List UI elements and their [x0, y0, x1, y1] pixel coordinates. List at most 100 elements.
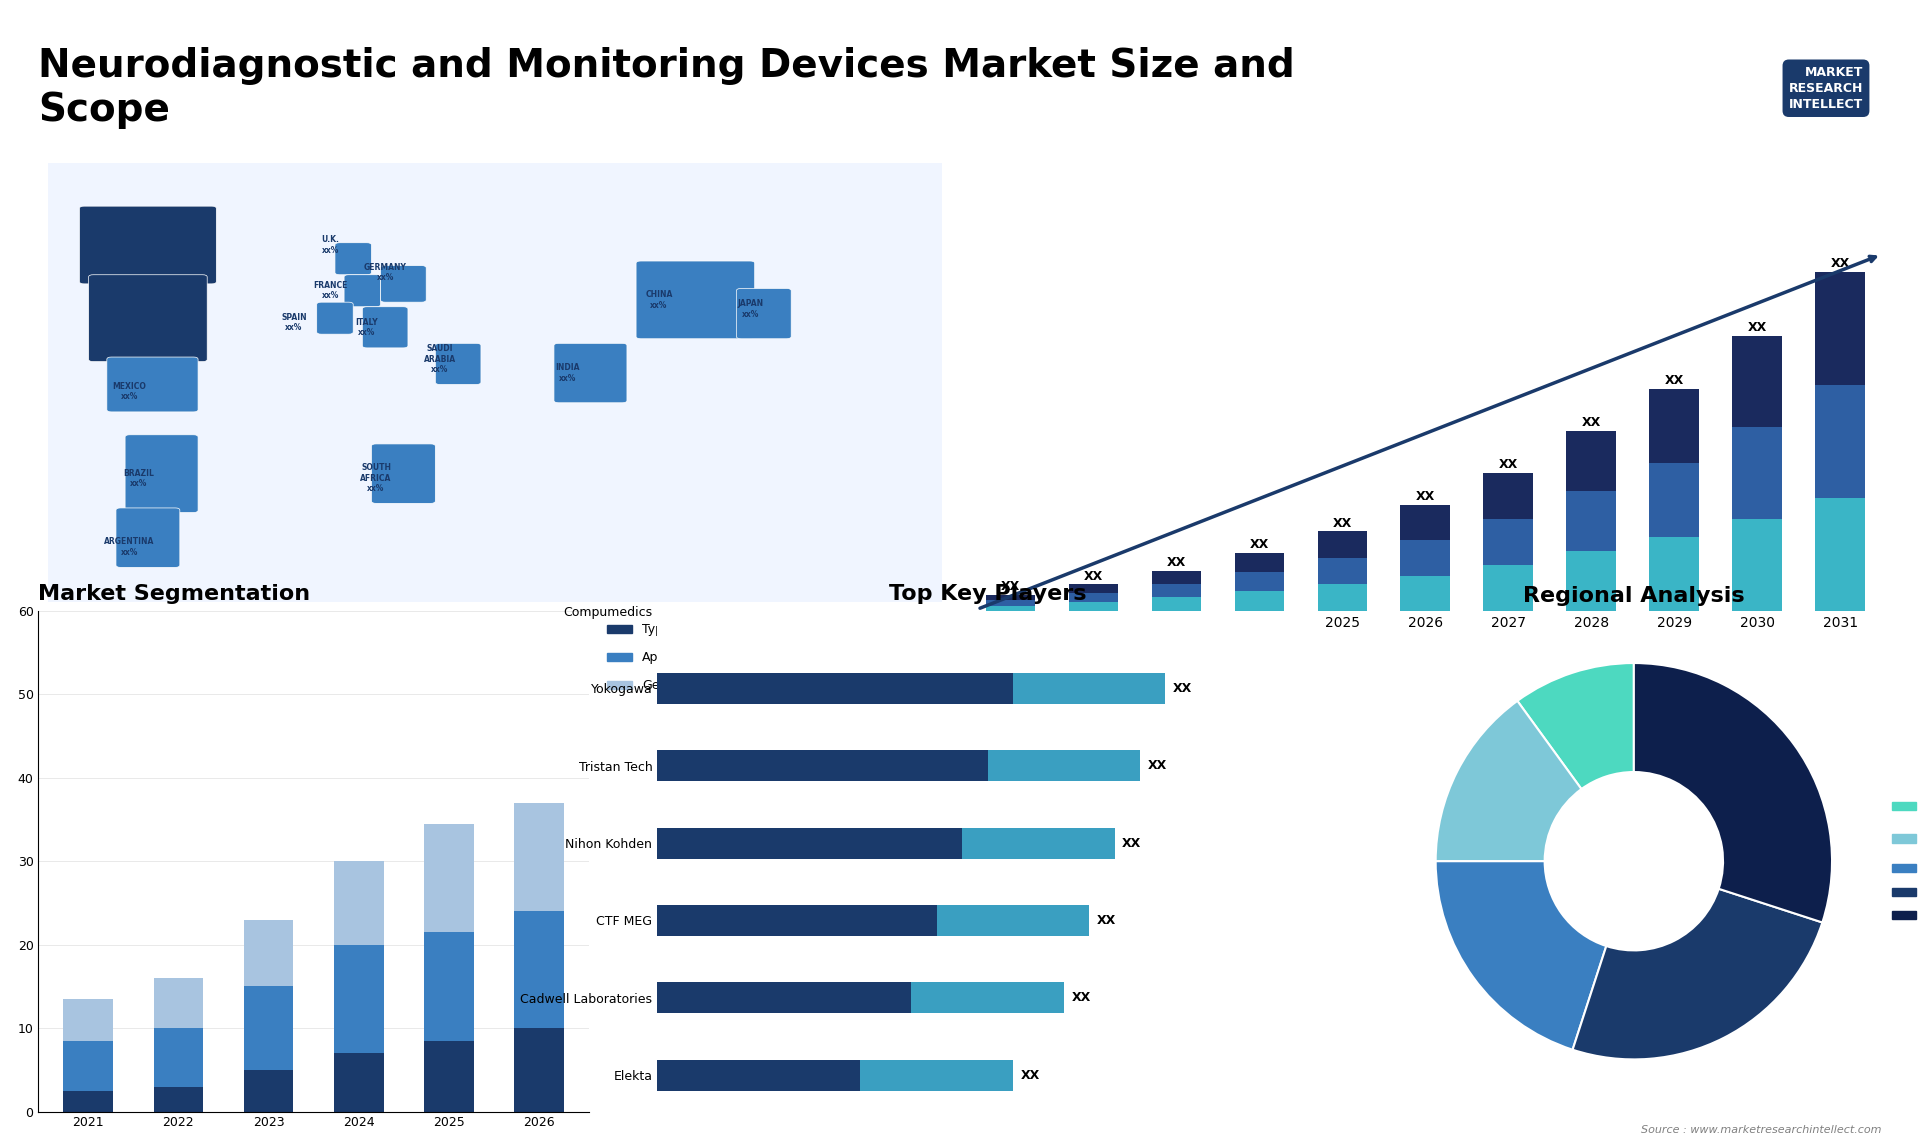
Bar — [515, 911, 564, 1028]
Bar — [1317, 584, 1367, 611]
Bar — [424, 1041, 474, 1112]
Bar — [1014, 673, 1165, 704]
Text: XX: XX — [1665, 374, 1684, 387]
Bar — [1235, 591, 1284, 611]
Bar — [657, 827, 962, 858]
Text: XX: XX — [1500, 458, 1519, 471]
Text: XX: XX — [1830, 258, 1849, 270]
Bar — [63, 1041, 113, 1091]
Bar — [1235, 552, 1284, 572]
Text: XX: XX — [1415, 490, 1434, 503]
Text: Neurodiagnostic and Monitoring Devices Market Size and
Scope: Neurodiagnostic and Monitoring Devices M… — [38, 47, 1296, 129]
Bar — [1152, 571, 1202, 584]
Text: XX: XX — [1747, 321, 1766, 333]
Bar — [1484, 519, 1534, 565]
Wedge shape — [1517, 664, 1634, 790]
Bar — [1317, 532, 1367, 558]
Title: Regional Analysis: Regional Analysis — [1523, 587, 1745, 606]
Text: XX: XX — [1121, 837, 1142, 849]
Bar — [1567, 551, 1617, 611]
FancyBboxPatch shape — [436, 344, 480, 384]
Wedge shape — [1436, 862, 1607, 1050]
Bar — [1069, 584, 1119, 594]
Text: SPAIN
xx%: SPAIN xx% — [280, 313, 307, 332]
Text: Market Segmentation: Market Segmentation — [38, 583, 311, 604]
Text: U.K.
xx%: U.K. xx% — [321, 235, 340, 254]
Text: XX: XX — [1167, 556, 1187, 568]
FancyBboxPatch shape — [371, 444, 436, 503]
Text: MEXICO
xx%: MEXICO xx% — [113, 382, 146, 401]
Bar — [1484, 565, 1534, 611]
Text: U.S.
xx%: U.S. xx% — [111, 317, 129, 337]
Bar — [334, 1053, 384, 1112]
Text: XX: XX — [1173, 682, 1192, 694]
Bar — [985, 595, 1035, 601]
Bar — [1069, 602, 1119, 611]
Bar — [657, 982, 912, 1013]
Bar — [1235, 572, 1284, 591]
Bar — [244, 1070, 294, 1112]
Wedge shape — [1436, 701, 1582, 862]
Bar — [515, 1028, 564, 1112]
Text: XX: XX — [1021, 1069, 1041, 1082]
Bar — [860, 1060, 1014, 1091]
Bar — [657, 1060, 860, 1091]
Text: BRAZIL
xx%: BRAZIL xx% — [123, 469, 154, 488]
Bar — [1152, 597, 1202, 611]
Bar — [515, 803, 564, 911]
Text: ITALY
xx%: ITALY xx% — [355, 317, 378, 337]
FancyBboxPatch shape — [380, 266, 426, 303]
Text: INDIA
xx%: INDIA xx% — [555, 363, 580, 383]
Bar — [424, 824, 474, 932]
Bar — [1400, 505, 1450, 540]
Text: XX: XX — [1148, 759, 1167, 772]
Bar — [1400, 540, 1450, 575]
Bar — [244, 919, 294, 987]
Bar — [1317, 558, 1367, 584]
Bar — [1814, 272, 1864, 385]
Text: SOUTH
AFRICA
xx%: SOUTH AFRICA xx% — [361, 463, 392, 493]
FancyBboxPatch shape — [115, 508, 180, 567]
FancyBboxPatch shape — [737, 289, 791, 339]
Bar — [1649, 536, 1699, 611]
FancyBboxPatch shape — [555, 344, 628, 402]
Bar — [657, 905, 937, 936]
Bar — [987, 751, 1140, 782]
Bar — [657, 751, 987, 782]
Bar — [244, 987, 294, 1070]
Text: XX: XX — [1332, 517, 1352, 529]
FancyBboxPatch shape — [88, 275, 207, 362]
Wedge shape — [1572, 889, 1822, 1059]
Bar — [1814, 385, 1864, 497]
Text: FRANCE
xx%: FRANCE xx% — [313, 281, 348, 300]
Bar — [334, 944, 384, 1053]
Bar — [657, 673, 1014, 704]
FancyBboxPatch shape — [317, 303, 353, 335]
Text: XX: XX — [1250, 537, 1269, 551]
Bar — [937, 905, 1089, 936]
Bar — [1152, 584, 1202, 597]
Text: XX: XX — [1085, 570, 1104, 582]
Text: GERMANY
xx%: GERMANY xx% — [363, 262, 407, 282]
Text: XX: XX — [1071, 991, 1091, 1004]
FancyBboxPatch shape — [363, 307, 407, 348]
Text: MARKET
RESEARCH
INTELLECT: MARKET RESEARCH INTELLECT — [1789, 65, 1862, 111]
Bar — [985, 601, 1035, 605]
Bar — [985, 605, 1035, 611]
Text: ARGENTINA
xx%: ARGENTINA xx% — [104, 537, 156, 557]
Text: CANADA
xx%: CANADA xx% — [131, 212, 165, 231]
FancyBboxPatch shape — [636, 261, 755, 339]
Bar — [334, 862, 384, 944]
FancyBboxPatch shape — [125, 434, 198, 512]
Text: CHINA
xx%: CHINA xx% — [645, 290, 672, 309]
Bar — [63, 1091, 113, 1112]
Bar — [1400, 575, 1450, 611]
FancyBboxPatch shape — [344, 275, 380, 307]
Text: Source : www.marketresearchintellect.com: Source : www.marketresearchintellect.com — [1642, 1124, 1882, 1135]
Legend: Type, Application, Geography: Type, Application, Geography — [601, 617, 718, 699]
Text: XX: XX — [1000, 580, 1020, 594]
Bar — [912, 982, 1064, 1013]
Text: JAPAN
xx%: JAPAN xx% — [737, 299, 762, 319]
Bar — [1649, 463, 1699, 536]
Bar — [1069, 594, 1119, 602]
